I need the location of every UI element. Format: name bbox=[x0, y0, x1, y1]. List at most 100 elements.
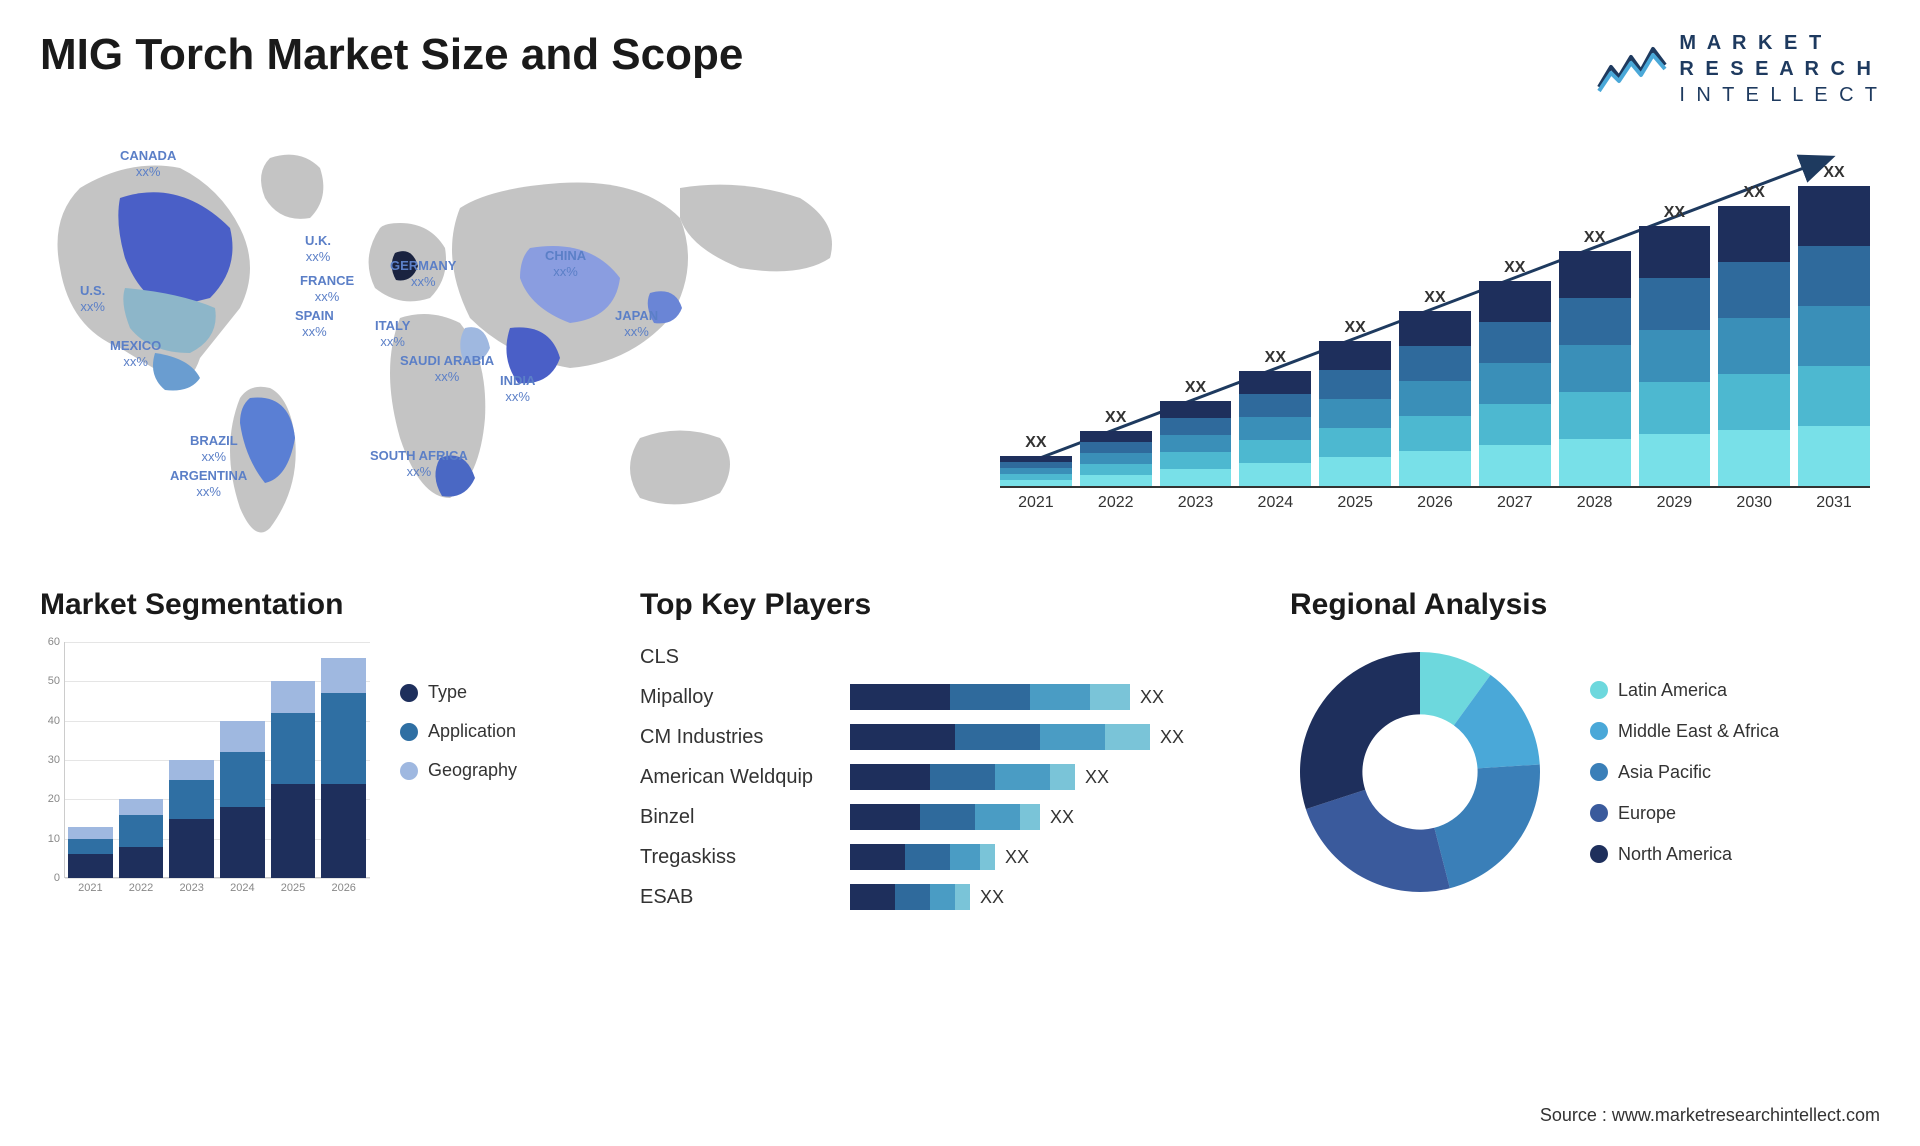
player-name: Mipalloy bbox=[640, 682, 830, 712]
player-value: XX bbox=[1085, 767, 1109, 788]
growth-bar-label: XX bbox=[1823, 164, 1844, 182]
growth-bar: XX bbox=[1479, 259, 1551, 486]
legend-item: Asia Pacific bbox=[1590, 762, 1779, 783]
regional-title: Regional Analysis bbox=[1290, 588, 1880, 622]
player-name: American Weldquip bbox=[640, 762, 830, 792]
map-label: SPAINxx% bbox=[295, 308, 334, 339]
legend-item: North America bbox=[1590, 844, 1779, 865]
map-label: JAPANxx% bbox=[615, 308, 658, 339]
player-bar-row bbox=[850, 642, 1250, 672]
seg-ytick: 40 bbox=[40, 715, 60, 727]
player-value: XX bbox=[980, 887, 1004, 908]
seg-xlabel: 2026 bbox=[321, 878, 366, 902]
growth-bar-label: XX bbox=[1025, 434, 1046, 452]
segmentation-title: Market Segmentation bbox=[40, 588, 600, 622]
growth-bar: XX bbox=[1639, 204, 1711, 486]
growth-bar: XX bbox=[1319, 319, 1391, 486]
growth-year-label: 2025 bbox=[1319, 494, 1391, 512]
seg-ytick: 10 bbox=[40, 833, 60, 845]
seg-bar bbox=[68, 827, 113, 878]
player-value: XX bbox=[1005, 847, 1029, 868]
growth-year-label: 2029 bbox=[1639, 494, 1711, 512]
logo: M A R K E T R E S E A R C H I N T E L L … bbox=[1597, 30, 1880, 108]
seg-bar bbox=[119, 799, 164, 878]
player-bar-row: XX bbox=[850, 682, 1250, 712]
growth-bar: XX bbox=[1798, 164, 1870, 486]
seg-ytick: 0 bbox=[40, 872, 60, 884]
seg-bar bbox=[220, 721, 265, 878]
map-label: MEXICOxx% bbox=[110, 338, 161, 369]
growth-bar-label: XX bbox=[1664, 204, 1685, 222]
growth-year-label: 2031 bbox=[1798, 494, 1870, 512]
growth-bar-label: XX bbox=[1105, 409, 1126, 427]
seg-xlabel: 2024 bbox=[220, 878, 265, 902]
growth-bar: XX bbox=[1239, 349, 1311, 486]
legend-item: Type bbox=[400, 682, 517, 703]
legend-item: Latin America bbox=[1590, 680, 1779, 701]
regional-legend: Latin America Middle East & Africa Asia Pa… bbox=[1590, 680, 1779, 865]
seg-bar bbox=[169, 760, 214, 878]
growth-year-label: 2024 bbox=[1239, 494, 1311, 512]
legend-item: Middle East & Africa bbox=[1590, 721, 1779, 742]
logo-line3: I N T E L L E C T bbox=[1679, 82, 1880, 108]
growth-year-label: 2026 bbox=[1399, 494, 1471, 512]
logo-line1: M A R K E T bbox=[1679, 30, 1880, 56]
player-name: Tregaskiss bbox=[640, 842, 830, 872]
growth-year-label: 2028 bbox=[1559, 494, 1631, 512]
legend-item: Application bbox=[400, 721, 517, 742]
map-label: BRAZILxx% bbox=[190, 433, 238, 464]
donut-slice bbox=[1300, 652, 1420, 809]
growth-year-label: 2027 bbox=[1479, 494, 1551, 512]
map-label: U.S.xx% bbox=[80, 283, 105, 314]
growth-year-label: 2023 bbox=[1160, 494, 1232, 512]
growth-bar: XX bbox=[1160, 379, 1232, 486]
map-label: SAUDI ARABIAxx% bbox=[400, 353, 494, 384]
seg-xlabel: 2022 bbox=[119, 878, 164, 902]
donut-slice bbox=[1434, 764, 1540, 888]
map-label: U.K.xx% bbox=[305, 233, 331, 264]
growth-bar: XX bbox=[1718, 184, 1790, 486]
player-bar-row: XX bbox=[850, 722, 1250, 752]
map-label: ITALYxx% bbox=[375, 318, 410, 349]
player-value: XX bbox=[1140, 687, 1164, 708]
growth-bar: XX bbox=[1559, 229, 1631, 486]
map-label: CHINAxx% bbox=[545, 248, 586, 279]
map-label: ARGENTINAxx% bbox=[170, 468, 247, 499]
player-value: XX bbox=[1050, 807, 1074, 828]
growth-year-label: 2021 bbox=[1000, 494, 1072, 512]
seg-ytick: 30 bbox=[40, 754, 60, 766]
growth-bar-label: XX bbox=[1584, 229, 1605, 247]
legend-item: Europe bbox=[1590, 803, 1779, 824]
player-bar-row: XX bbox=[850, 762, 1250, 792]
players-chart: CLSMipalloyCM IndustriesAmerican Weldqui… bbox=[640, 642, 1250, 912]
player-name: ESAB bbox=[640, 882, 830, 912]
player-bar-row: XX bbox=[850, 842, 1250, 872]
seg-ytick: 20 bbox=[40, 793, 60, 805]
seg-xlabel: 2023 bbox=[169, 878, 214, 902]
regional-donut bbox=[1290, 642, 1550, 902]
map-label: INDIAxx% bbox=[500, 373, 535, 404]
growth-bar: XX bbox=[1399, 289, 1471, 486]
legend-item: Geography bbox=[400, 760, 517, 781]
player-bar-row: XX bbox=[850, 802, 1250, 832]
seg-xlabel: 2021 bbox=[68, 878, 113, 902]
players-title: Top Key Players bbox=[640, 588, 1250, 622]
growth-bar-label: XX bbox=[1744, 184, 1765, 202]
player-bar-row: XX bbox=[850, 882, 1250, 912]
player-name: CLS bbox=[640, 642, 830, 672]
world-map: CANADAxx%U.S.xx%MEXICOxx%BRAZILxx%ARGENT… bbox=[40, 128, 950, 548]
seg-xlabel: 2025 bbox=[271, 878, 316, 902]
map-label: FRANCExx% bbox=[300, 273, 354, 304]
growth-bar-label: XX bbox=[1265, 349, 1286, 367]
donut-slice bbox=[1306, 790, 1450, 892]
growth-bar-label: XX bbox=[1185, 379, 1206, 397]
segmentation-legend: Type Application Geography bbox=[400, 642, 517, 902]
growth-year-label: 2030 bbox=[1718, 494, 1790, 512]
seg-bar bbox=[271, 681, 316, 878]
seg-bar bbox=[321, 658, 366, 878]
player-name: Binzel bbox=[640, 802, 830, 832]
growth-bar-label: XX bbox=[1504, 259, 1525, 277]
source-text: Source : www.marketresearchintellect.com bbox=[1540, 1105, 1880, 1126]
seg-ytick: 60 bbox=[40, 636, 60, 648]
map-label: GERMANYxx% bbox=[390, 258, 456, 289]
